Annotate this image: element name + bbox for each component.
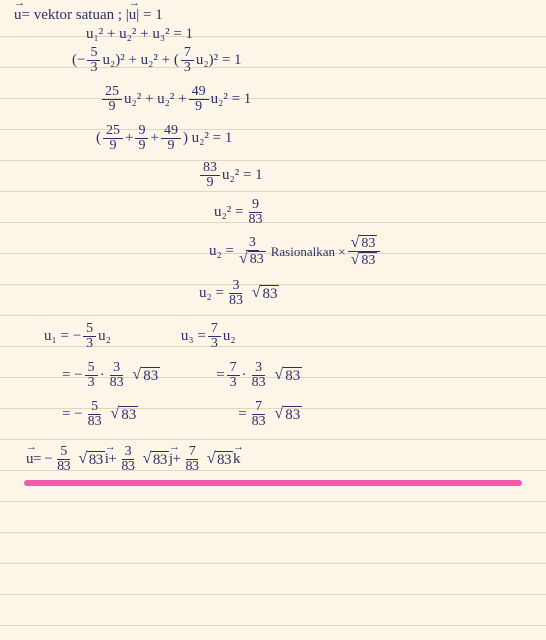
- text: ·: [100, 368, 105, 383]
- frac-3-83: 383: [107, 361, 127, 390]
- text: u₁ = −: [44, 329, 81, 344]
- frac-83-9: 839: [200, 161, 220, 190]
- sqrt-83: √83: [143, 451, 169, 469]
- frac-3-83: 383: [249, 361, 269, 390]
- text: u₂ =: [199, 286, 224, 301]
- frac-49-9: 499: [189, 85, 209, 114]
- text: u₂² = 1: [211, 92, 252, 107]
- text: (: [96, 131, 101, 146]
- text: ) u₂² = 1: [183, 131, 232, 146]
- text: =: [216, 368, 224, 383]
- u1-u3-row2: = − 53 · 383 √83 = 73 · 383 √83: [62, 361, 532, 390]
- text: u₃ =: [181, 329, 206, 344]
- pink-underline: [24, 480, 522, 486]
- text: | = 1: [136, 8, 162, 23]
- frac-7-3: 73: [181, 46, 194, 75]
- line-9: u₂ = 383 √83: [199, 279, 532, 308]
- unit-i: i: [105, 452, 109, 467]
- vector-u: u: [26, 452, 33, 467]
- text: u₂: [223, 329, 236, 344]
- frac-3-83: 383: [118, 445, 137, 474]
- sqrt-83: √83: [110, 406, 138, 424]
- rationalize-note: Rasionalkan ×: [271, 245, 346, 258]
- sqrt-83: √83: [274, 367, 302, 385]
- line-5: ( 259 + 99 + 499 ) u₂² = 1: [96, 124, 532, 153]
- frac-49-9: 499: [161, 124, 181, 153]
- text: u₁² + u₂² + u₃² = 1: [86, 27, 193, 42]
- text: u₂² + u₂² +: [124, 92, 187, 107]
- text: u₂)² = 1: [196, 53, 242, 68]
- text: = vektor satuan ; |: [22, 8, 129, 23]
- line-4: 259 u₂² + u₂² + 499 u₂² = 1: [100, 85, 532, 114]
- text: u₂: [98, 329, 111, 344]
- frac-9-9: 99: [135, 124, 148, 153]
- frac-7-3: 73: [227, 361, 240, 390]
- line-7: u₂² = 983: [214, 198, 532, 227]
- final-line: u = − 583 √83 i + 383 √83 j + 783 √83 k: [26, 445, 532, 474]
- sqrt-83: √83: [274, 406, 302, 424]
- frac-9-83: 983: [245, 198, 265, 227]
- vector-u: u: [129, 8, 137, 23]
- frac-3-83: 383: [226, 279, 246, 308]
- text: (−: [72, 53, 85, 68]
- frac-3-sqrt83: 3 √83: [236, 236, 269, 267]
- vector-u: u: [14, 8, 22, 23]
- text: = −: [33, 452, 52, 467]
- text: u₂² = 1: [222, 168, 263, 183]
- frac-25-9: 259: [102, 85, 122, 114]
- frac-sqrt83-sqrt83: √83 √83: [348, 235, 381, 269]
- sqrt-83: √83: [78, 451, 104, 469]
- frac-25-9: 259: [103, 124, 123, 153]
- text: =: [238, 407, 246, 422]
- text: u₂² =: [214, 205, 243, 220]
- text: +: [125, 131, 133, 146]
- unit-j: j: [169, 452, 173, 467]
- u1-u3-row1: u₁ = − 53 u₂ u₃ = 73 u₂: [44, 322, 532, 351]
- text: +: [150, 131, 158, 146]
- frac-5-3: 53: [83, 322, 96, 351]
- text: = −: [62, 407, 83, 422]
- unit-k: k: [233, 452, 240, 467]
- line-1: u = vektor satuan ; | u | = 1: [14, 8, 532, 23]
- frac-7-83: 783: [249, 400, 269, 429]
- sqrt-83: √83: [207, 451, 233, 469]
- handwritten-page: u = vektor satuan ; | u | = 1 u₁² + u₂² …: [0, 0, 546, 486]
- line-8: u₂ = 3 √83 Rasionalkan × √83 √83: [209, 235, 532, 269]
- frac-5-83: 583: [85, 400, 105, 429]
- text: = −: [62, 368, 83, 383]
- line-3: (− 53 u₂)² + u₂² + ( 73 u₂)² = 1: [72, 46, 532, 75]
- frac-7-83: 783: [183, 445, 202, 474]
- sqrt-83: √83: [132, 367, 160, 385]
- text: u₂ =: [209, 244, 234, 259]
- line-2: u₁² + u₂² + u₃² = 1: [86, 27, 532, 42]
- frac-7-3: 73: [208, 322, 221, 351]
- frac-5-3: 53: [85, 361, 98, 390]
- text: u₂)² + u₂² + (: [102, 53, 178, 68]
- text: +: [108, 452, 116, 467]
- frac-5-3: 53: [87, 46, 100, 75]
- u1-u3-row3: = − 583 √83 = 783 √83: [62, 400, 532, 429]
- frac-5-83: 583: [54, 445, 73, 474]
- text: ·: [242, 368, 247, 383]
- text: +: [173, 452, 181, 467]
- line-6: 839 u₂² = 1: [198, 161, 532, 190]
- sqrt-83: √83: [252, 285, 280, 303]
